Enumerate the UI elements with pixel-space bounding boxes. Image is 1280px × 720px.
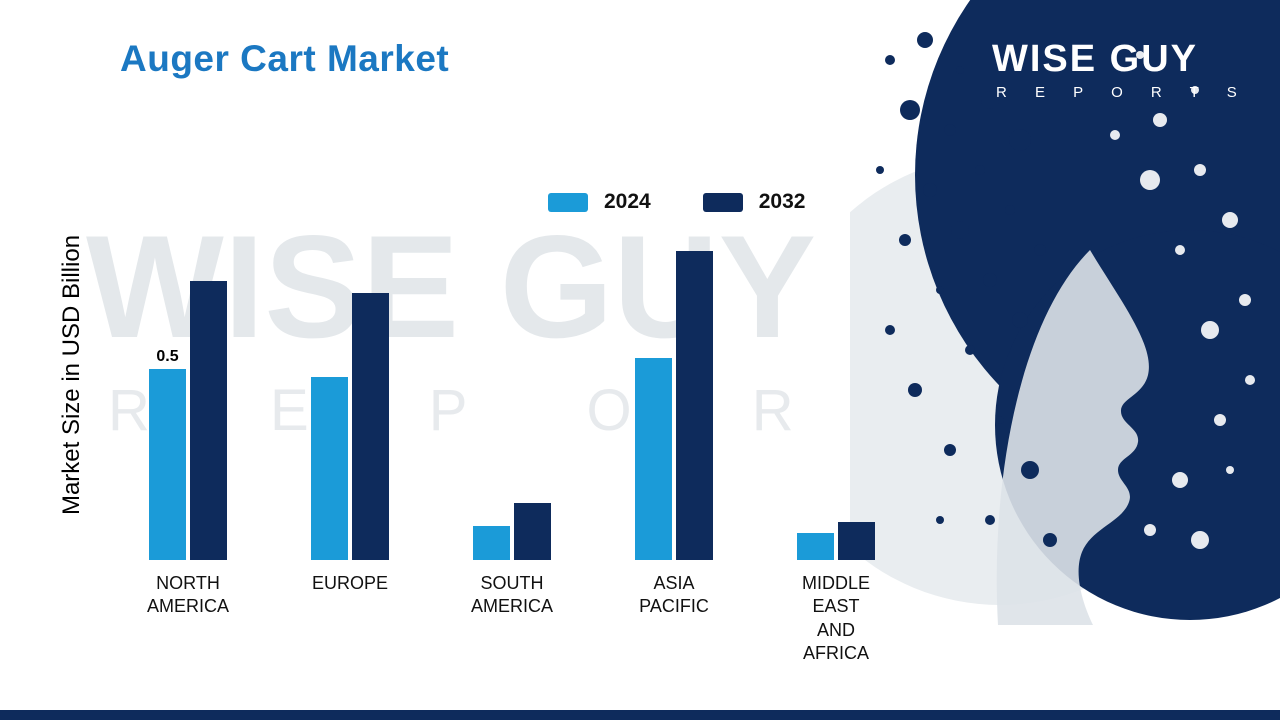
category-axis: NORTH AMERICA EUROPE SOUTH AMERICA ASIA PACIFI…	[112, 572, 912, 666]
page-title: Auger Cart Market	[120, 38, 450, 79]
bar-group	[274, 293, 426, 560]
legend-swatch-2032	[702, 192, 743, 212]
grouped-bar-chart: 0.5 NORTH AMERICA EUROPE SOUTH AMERICA ASIA PA…	[112, 178, 912, 666]
category-label: SOUTH AMERICA	[470, 573, 553, 617]
wise-guy-reports-logo: WISE GUY R E P O R T S	[992, 40, 1249, 101]
bar-2032	[838, 522, 875, 560]
bar-2032	[190, 281, 227, 560]
bar-value-label: 0.5	[156, 348, 179, 365]
bar-group	[760, 522, 912, 560]
legend-label-2024: 2024	[604, 190, 651, 213]
head-dots-graphic	[850, 0, 1280, 625]
bar-group: 0.5	[112, 281, 264, 560]
legend-swatch-2024	[548, 192, 588, 212]
category-label: NORTH AMERICA	[146, 573, 229, 617]
bar-2024: 0.5	[149, 348, 186, 560]
bar-group	[598, 251, 750, 560]
legend-item-2032: 2032	[702, 190, 806, 214]
logo-wise-guy-text: WISE GUY	[992, 38, 1199, 80]
legend-item-2024: 2024	[548, 190, 651, 214]
plot-area: 0.5	[112, 178, 912, 560]
chart-legend: 2024 2032	[548, 190, 805, 214]
bar-2024	[311, 377, 348, 560]
bar-2032	[352, 293, 389, 560]
bar-2032	[676, 251, 713, 560]
category-label: ASIA PACIFIC	[639, 573, 709, 617]
category-label: MIDDLE EAST AND AFRICA	[801, 573, 870, 664]
bar-2024	[797, 533, 834, 560]
bar-2032	[514, 503, 551, 560]
bar-2024	[635, 358, 672, 560]
category-label: EUROPE	[311, 573, 389, 593]
bar-group	[436, 503, 588, 560]
legend-label-2032: 2032	[758, 190, 806, 213]
logo-reports-text: R E P O R T S	[996, 84, 1249, 101]
y-axis-label: Market Size in USD Billion	[58, 234, 85, 516]
bar-2024	[473, 526, 510, 560]
footer-bar	[0, 710, 1280, 720]
